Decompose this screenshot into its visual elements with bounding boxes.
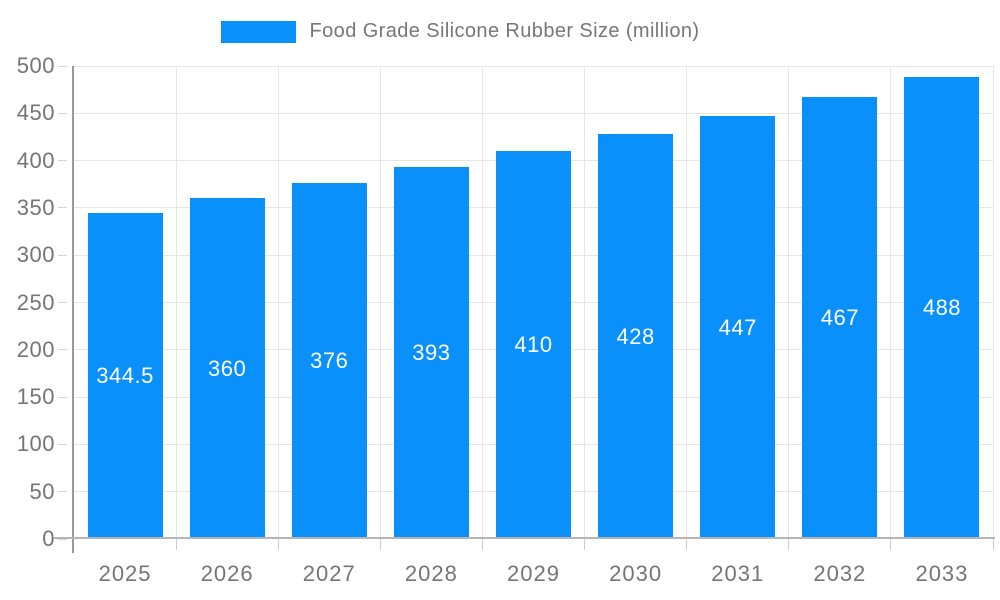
gridline-v bbox=[890, 66, 892, 539]
x-axis-label: 2031 bbox=[711, 561, 765, 586]
x-axis-label: 2029 bbox=[507, 561, 560, 586]
bar-value-label: 410 bbox=[514, 332, 553, 358]
gridline-v bbox=[686, 66, 688, 539]
bar-value-label: 344.5 bbox=[96, 363, 154, 389]
x-axis-tick bbox=[992, 539, 994, 550]
y-axis-tick bbox=[58, 65, 67, 67]
bar-2029[interactable]: 410 bbox=[496, 151, 571, 539]
bar-value-label: 393 bbox=[412, 340, 451, 366]
y-axis-tick bbox=[58, 396, 67, 398]
x-axis-tick bbox=[788, 539, 790, 550]
y-axis-label: 400 bbox=[16, 147, 55, 173]
bar-value-label: 447 bbox=[718, 314, 757, 340]
y-axis-line bbox=[72, 66, 74, 553]
x-axis-tick bbox=[175, 539, 177, 550]
bar-2028[interactable]: 393 bbox=[393, 167, 469, 539]
y-axis-tick bbox=[58, 538, 67, 540]
x-axis-tick bbox=[686, 539, 688, 550]
y-axis-tick bbox=[58, 491, 67, 493]
bar-2030[interactable]: 428 bbox=[598, 134, 674, 539]
gridline-h bbox=[74, 112, 993, 114]
x-axis-label: 2025 bbox=[98, 561, 152, 586]
plot-area: 0 50 100 150 200 250 300 350 400 450 500 344.5 360 37… bbox=[17, 54, 995, 586]
y-axis-label: 200 bbox=[16, 336, 55, 362]
x-axis-tick bbox=[277, 539, 279, 550]
x-axis-tick bbox=[584, 539, 586, 550]
y-axis-label: 300 bbox=[16, 242, 55, 268]
x-axis-label: 2030 bbox=[609, 561, 663, 586]
y-axis-tick bbox=[58, 112, 67, 114]
y-axis-tick bbox=[58, 443, 67, 445]
bar-value-label: 360 bbox=[208, 355, 247, 381]
x-axis-tick bbox=[890, 539, 892, 550]
y-axis-tick bbox=[58, 349, 67, 351]
gridline-v bbox=[277, 66, 279, 539]
legend-label: Food Grade Silicone Rubber Size (million… bbox=[309, 20, 700, 42]
legend[interactable]: Food Grade Silicone Rubber Size (million… bbox=[0, 20, 960, 43]
y-axis-label: 250 bbox=[16, 289, 55, 315]
legend-swatch-icon bbox=[220, 20, 296, 43]
gridline-v bbox=[788, 66, 790, 539]
y-axis-tick bbox=[58, 160, 67, 162]
y-axis-label: 450 bbox=[16, 100, 55, 126]
y-axis-label: 500 bbox=[16, 53, 55, 78]
y-axis-label: 50 bbox=[29, 478, 55, 504]
gridline-v bbox=[584, 66, 586, 539]
y-axis-label: 0 bbox=[42, 526, 55, 551]
gridline-h bbox=[74, 65, 993, 67]
bar-2031[interactable]: 447 bbox=[700, 116, 776, 539]
y-axis-label: 100 bbox=[16, 431, 55, 457]
y-axis-tick bbox=[58, 302, 67, 303]
bar-2032[interactable]: 467 bbox=[802, 97, 878, 539]
y-axis-label: 350 bbox=[16, 194, 55, 220]
bar-2027[interactable]: 376 bbox=[291, 183, 367, 539]
x-axis-label: 2032 bbox=[813, 561, 867, 586]
gridline-v bbox=[379, 66, 381, 539]
x-axis-label: 2027 bbox=[302, 561, 356, 586]
x-axis-label: 2026 bbox=[200, 561, 254, 586]
y-axis-tick bbox=[58, 254, 67, 256]
gridline-v bbox=[481, 66, 483, 539]
bar-value-label: 467 bbox=[820, 305, 859, 331]
gridline-v bbox=[175, 66, 177, 539]
bar-value-label: 376 bbox=[310, 348, 349, 374]
bar-2033[interactable]: 488 bbox=[904, 77, 980, 539]
x-axis-label: 2033 bbox=[915, 561, 969, 586]
y-axis-label: 150 bbox=[16, 384, 55, 410]
gridline-v bbox=[992, 66, 994, 539]
bar-2025[interactable]: 344.5 bbox=[87, 213, 163, 539]
bar-2026[interactable]: 360 bbox=[189, 198, 265, 539]
x-axis-tick bbox=[379, 539, 381, 550]
x-axis-label: 2028 bbox=[404, 561, 458, 586]
x-axis-line bbox=[54, 537, 995, 539]
bar-value-label: 488 bbox=[922, 295, 962, 321]
x-axis-tick bbox=[481, 539, 483, 550]
y-axis-tick bbox=[58, 207, 67, 209]
bar-value-label: 428 bbox=[616, 323, 655, 349]
